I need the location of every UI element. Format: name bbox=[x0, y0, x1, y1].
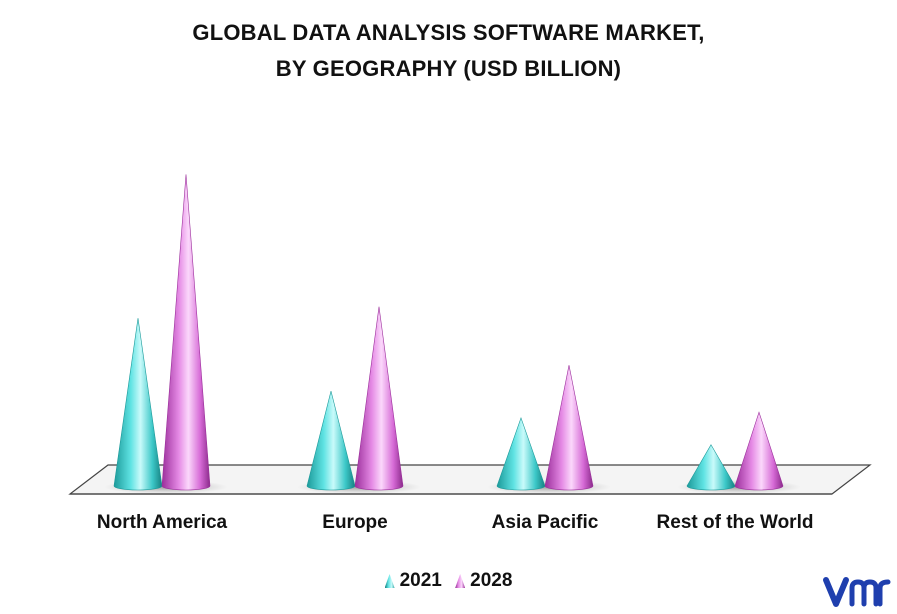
legend-swatch-2028 bbox=[455, 574, 466, 588]
cone-2021-europe bbox=[306, 391, 356, 491]
cone-2021-asia-pacific bbox=[496, 417, 546, 491]
chart-title-line-2: BY GEOGRAPHY (USD BILLION) bbox=[275, 56, 622, 81]
category-label-asia-pacific: Asia Pacific bbox=[491, 512, 599, 533]
cone-2021-north-america bbox=[113, 318, 163, 491]
legend-label-2021: 2021 bbox=[399, 570, 442, 591]
legend-item-2021: 2021 bbox=[384, 570, 442, 592]
category-label-north-america: North America bbox=[96, 512, 228, 533]
cone-2028-asia-pacific bbox=[544, 365, 594, 491]
chart-title-line-1: GLOBAL DATA ANALYSIS SOFTWARE MARKET, bbox=[192, 20, 705, 45]
cone-2028-north-america bbox=[161, 174, 211, 491]
cone-2028-europe bbox=[354, 306, 404, 491]
legend-item-2028: 2028 bbox=[455, 570, 512, 592]
chart-floor bbox=[68, 464, 872, 495]
cone-2021-rest-of-the-world bbox=[686, 444, 736, 491]
legend-swatch-2021 bbox=[384, 574, 395, 588]
category-label-rest-of-the-world: Rest of the World bbox=[656, 512, 814, 533]
legend-label-2028: 2028 bbox=[470, 570, 513, 591]
category-label-europe: Europe bbox=[322, 512, 388, 533]
cone-2028-rest-of-the-world bbox=[734, 411, 784, 491]
vmr-logo bbox=[823, 577, 891, 607]
chart-legend: 2021 2028 bbox=[0, 570, 897, 594]
